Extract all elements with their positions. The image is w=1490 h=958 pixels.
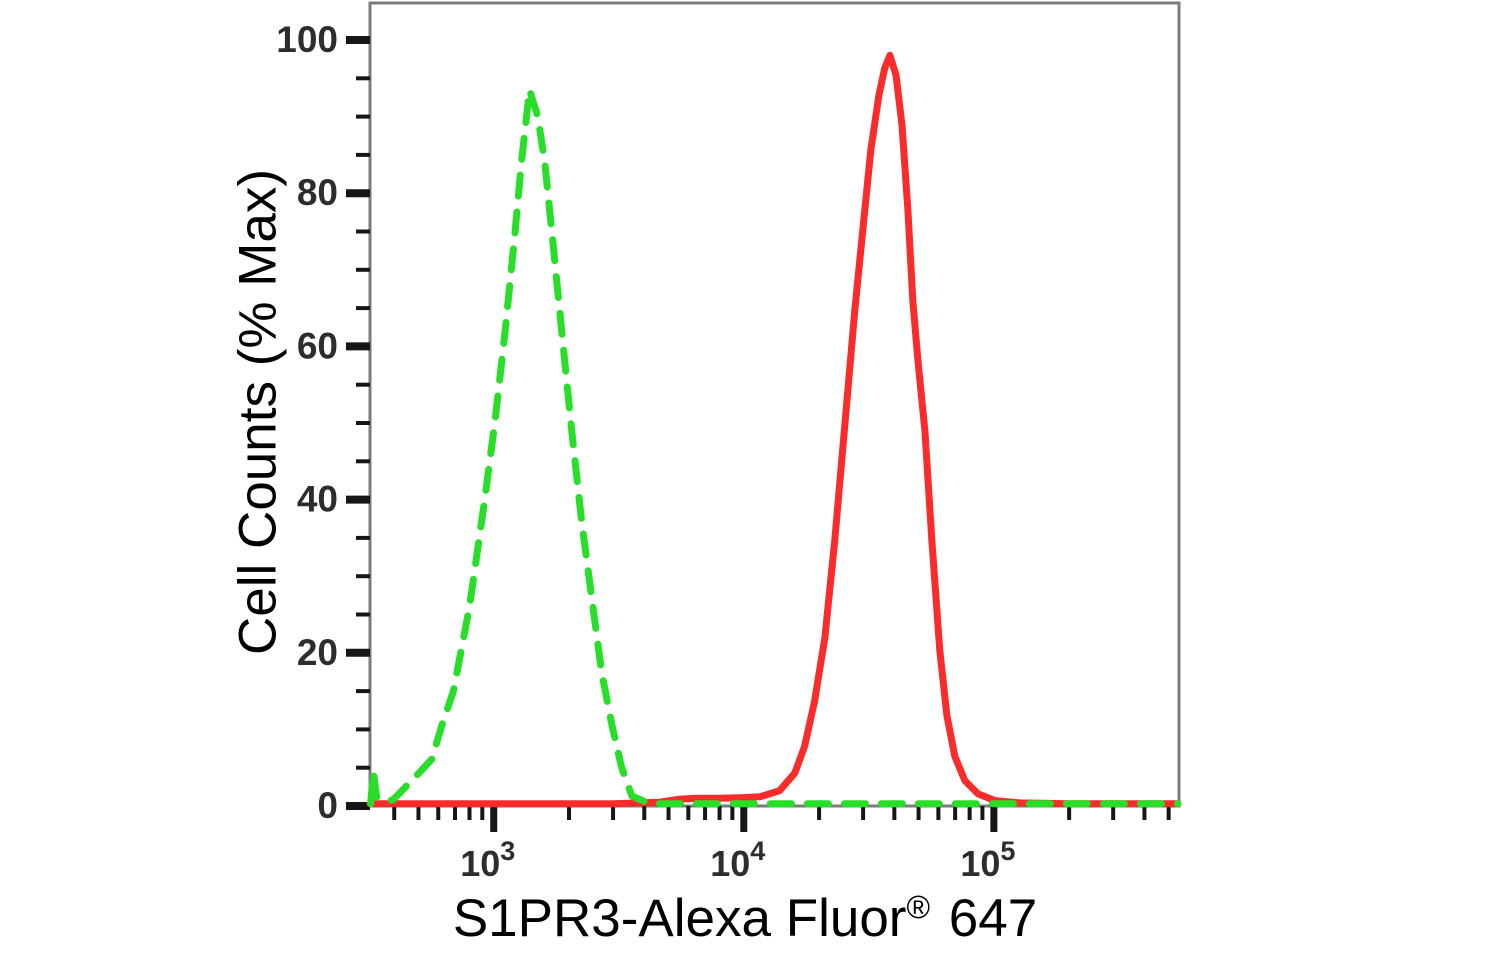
y-tick-label: 40 bbox=[297, 479, 338, 520]
x-tick-label: 103 bbox=[460, 836, 515, 884]
y-tick-label: 20 bbox=[297, 632, 338, 673]
y-axis-title: Cell Counts (% Max) bbox=[228, 169, 288, 655]
x-axis-title: S1PR3-Alexa Fluor® 647 bbox=[0, 888, 1490, 949]
x-axis-title-main: S1PR3-Alexa Fluor bbox=[452, 889, 907, 948]
red-solid-histogram-curve bbox=[366, 51, 1182, 808]
x-tick-label: 104 bbox=[710, 836, 765, 884]
y-tick-label: 80 bbox=[297, 172, 338, 213]
registered-trademark-symbol: ® bbox=[906, 889, 931, 925]
green-dashed-histogram-curve bbox=[367, 86, 1182, 808]
y-tick-label: 60 bbox=[297, 325, 338, 366]
plot-frame bbox=[368, 1, 1181, 808]
x-axis-title-suffix: 647 bbox=[934, 889, 1038, 948]
y-tick-label: 0 bbox=[317, 785, 338, 826]
x-tick-label: 105 bbox=[960, 836, 1015, 884]
y-tick-label: 100 bbox=[276, 19, 338, 60]
